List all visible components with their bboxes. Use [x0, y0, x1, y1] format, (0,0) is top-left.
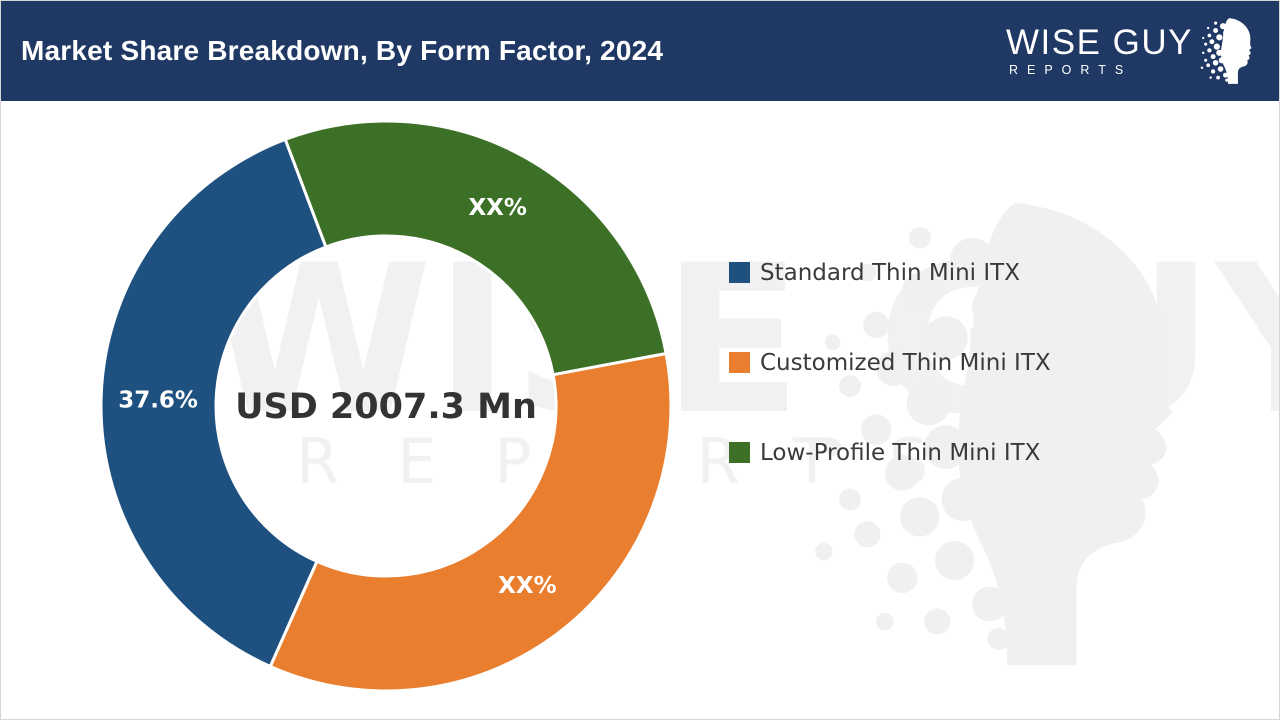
logo-wordmark: WISE GUY REPORTS	[1006, 25, 1193, 77]
legend-item-low-profile-thin-mini-itx: Low-Profile Thin Mini ITX	[729, 439, 1051, 466]
legend-swatch-orange	[729, 352, 750, 373]
logo-wordmark-line1: WISE GUY	[1005, 23, 1193, 62]
legend-item-customized-thin-mini-itx: Customized Thin Mini ITX	[729, 349, 1051, 376]
donut-center-value: USD 2007.3 Mn	[235, 387, 537, 427]
legend-swatch-blue	[729, 262, 750, 283]
donut-segment-customized-thin-mini-itx	[268, 351, 673, 693]
brand-logo: WISE GUY REPORTS	[1006, 14, 1259, 88]
legend-label: Standard Thin Mini ITX	[760, 259, 1020, 286]
legend: Standard Thin Mini ITX Customized Thin M…	[729, 259, 1051, 529]
page-title: Market Share Breakdown, By Form Factor, …	[21, 35, 664, 66]
segment-percent-label: XX%	[498, 573, 557, 599]
logo-wordmark-line2: REPORTS	[1008, 63, 1133, 77]
donut-segment-low-profile-thin-mini-itx	[283, 119, 668, 377]
legend-item-standard-thin-mini-itx: Standard Thin Mini ITX	[729, 259, 1051, 286]
logo-face-icon	[1200, 18, 1252, 84]
legend-label: Customized Thin Mini ITX	[760, 349, 1051, 376]
legend-label: Low-Profile Thin Mini ITX	[760, 439, 1041, 466]
legend-swatch-green	[729, 442, 750, 463]
header-bar: Market Share Breakdown, By Form Factor, …	[1, 1, 1279, 101]
segment-percent-label: 37.6%	[118, 388, 198, 414]
segment-percent-label: XX%	[468, 195, 527, 221]
donut-segment-standard-thin-mini-itx	[99, 137, 328, 668]
